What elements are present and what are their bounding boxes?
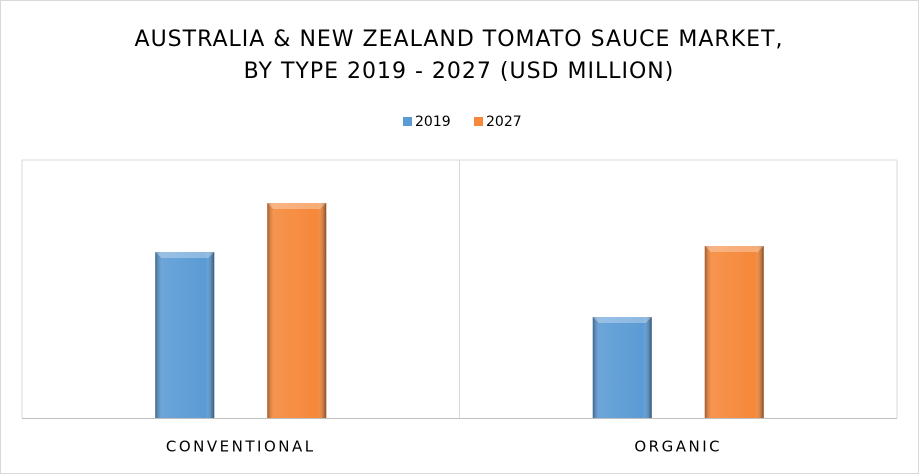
- bar-bevel: [592, 317, 652, 418]
- x-tick-label: CONVENTIONAL: [166, 438, 316, 456]
- bar-bevel: [267, 203, 327, 418]
- chart-title: BY TYPE 2019 - 2027 (USD MILLION): [244, 59, 675, 84]
- legend-swatch: [474, 117, 483, 126]
- bar-bevel-top: [704, 246, 764, 252]
- bar-bevel: [155, 252, 215, 418]
- bar-bevel-top: [592, 317, 652, 323]
- legend-label: 2027: [486, 114, 522, 130]
- x-tick-label: ORGANIC: [634, 438, 722, 456]
- bar-bevel-top: [267, 203, 327, 209]
- bar-bevel: [704, 246, 764, 418]
- legend-label: 2019: [415, 114, 451, 130]
- legend-swatch: [403, 117, 412, 126]
- chart-title: AUSTRALIA & NEW ZEALAND TOMATO SAUCE MAR…: [135, 27, 784, 52]
- bar-bevel-top: [155, 252, 215, 258]
